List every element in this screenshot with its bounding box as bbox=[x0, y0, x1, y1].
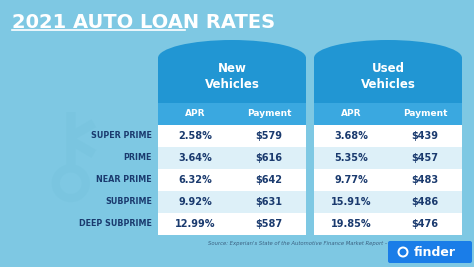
Bar bbox=[314, 125, 462, 147]
Ellipse shape bbox=[158, 40, 306, 76]
Text: $642: $642 bbox=[255, 175, 283, 185]
Text: $439: $439 bbox=[411, 131, 438, 141]
Text: $483: $483 bbox=[411, 175, 438, 185]
Bar bbox=[314, 58, 462, 125]
Text: $631: $631 bbox=[255, 197, 283, 207]
Bar bbox=[314, 191, 462, 213]
Text: $486: $486 bbox=[411, 197, 438, 207]
Text: $457: $457 bbox=[411, 153, 438, 163]
Ellipse shape bbox=[398, 246, 409, 257]
Text: finder: finder bbox=[414, 245, 456, 258]
Text: Payment: Payment bbox=[247, 109, 291, 119]
FancyBboxPatch shape bbox=[388, 241, 472, 263]
Text: 2.58%: 2.58% bbox=[178, 131, 212, 141]
Text: $587: $587 bbox=[255, 219, 283, 229]
Text: 3.64%: 3.64% bbox=[178, 153, 212, 163]
Bar bbox=[158, 103, 306, 125]
Bar bbox=[158, 58, 306, 125]
Text: APR: APR bbox=[185, 109, 205, 119]
Bar bbox=[158, 213, 306, 235]
Text: SUPER PRIME: SUPER PRIME bbox=[91, 132, 152, 140]
Text: 2021 AUTO LOAN RATES: 2021 AUTO LOAN RATES bbox=[12, 13, 275, 32]
Text: NEAR PRIME: NEAR PRIME bbox=[96, 175, 152, 184]
Text: APR: APR bbox=[341, 109, 361, 119]
Bar bbox=[158, 169, 306, 191]
Text: $616: $616 bbox=[255, 153, 283, 163]
Bar bbox=[158, 125, 306, 147]
Text: SUBPRIME: SUBPRIME bbox=[105, 198, 152, 206]
Text: New
Vehicles: New Vehicles bbox=[205, 62, 259, 91]
Text: 9.92%: 9.92% bbox=[178, 197, 212, 207]
Text: 3.68%: 3.68% bbox=[334, 131, 368, 141]
Ellipse shape bbox=[400, 249, 407, 256]
Text: 9.77%: 9.77% bbox=[334, 175, 368, 185]
Bar bbox=[314, 103, 462, 125]
Bar bbox=[158, 147, 306, 169]
Text: Payment: Payment bbox=[403, 109, 447, 119]
Bar bbox=[158, 191, 306, 213]
Text: PRIME: PRIME bbox=[124, 154, 152, 163]
Text: $579: $579 bbox=[255, 131, 283, 141]
Text: 12.99%: 12.99% bbox=[175, 219, 215, 229]
Text: DEEP SUBPRIME: DEEP SUBPRIME bbox=[79, 219, 152, 229]
Text: Used
Vehicles: Used Vehicles bbox=[361, 62, 415, 91]
Bar bbox=[314, 213, 462, 235]
Text: ⚷: ⚷ bbox=[29, 107, 111, 214]
Bar bbox=[314, 147, 462, 169]
Text: $476: $476 bbox=[411, 219, 438, 229]
Text: Source: Experian's State of the Automotive Finance Market Report – Q3 2021: Source: Experian's State of the Automoti… bbox=[208, 241, 412, 245]
Text: 15.91%: 15.91% bbox=[331, 197, 371, 207]
Bar bbox=[314, 169, 462, 191]
Ellipse shape bbox=[314, 40, 462, 76]
Text: 5.35%: 5.35% bbox=[334, 153, 368, 163]
Text: 6.32%: 6.32% bbox=[178, 175, 212, 185]
Text: 19.85%: 19.85% bbox=[331, 219, 371, 229]
